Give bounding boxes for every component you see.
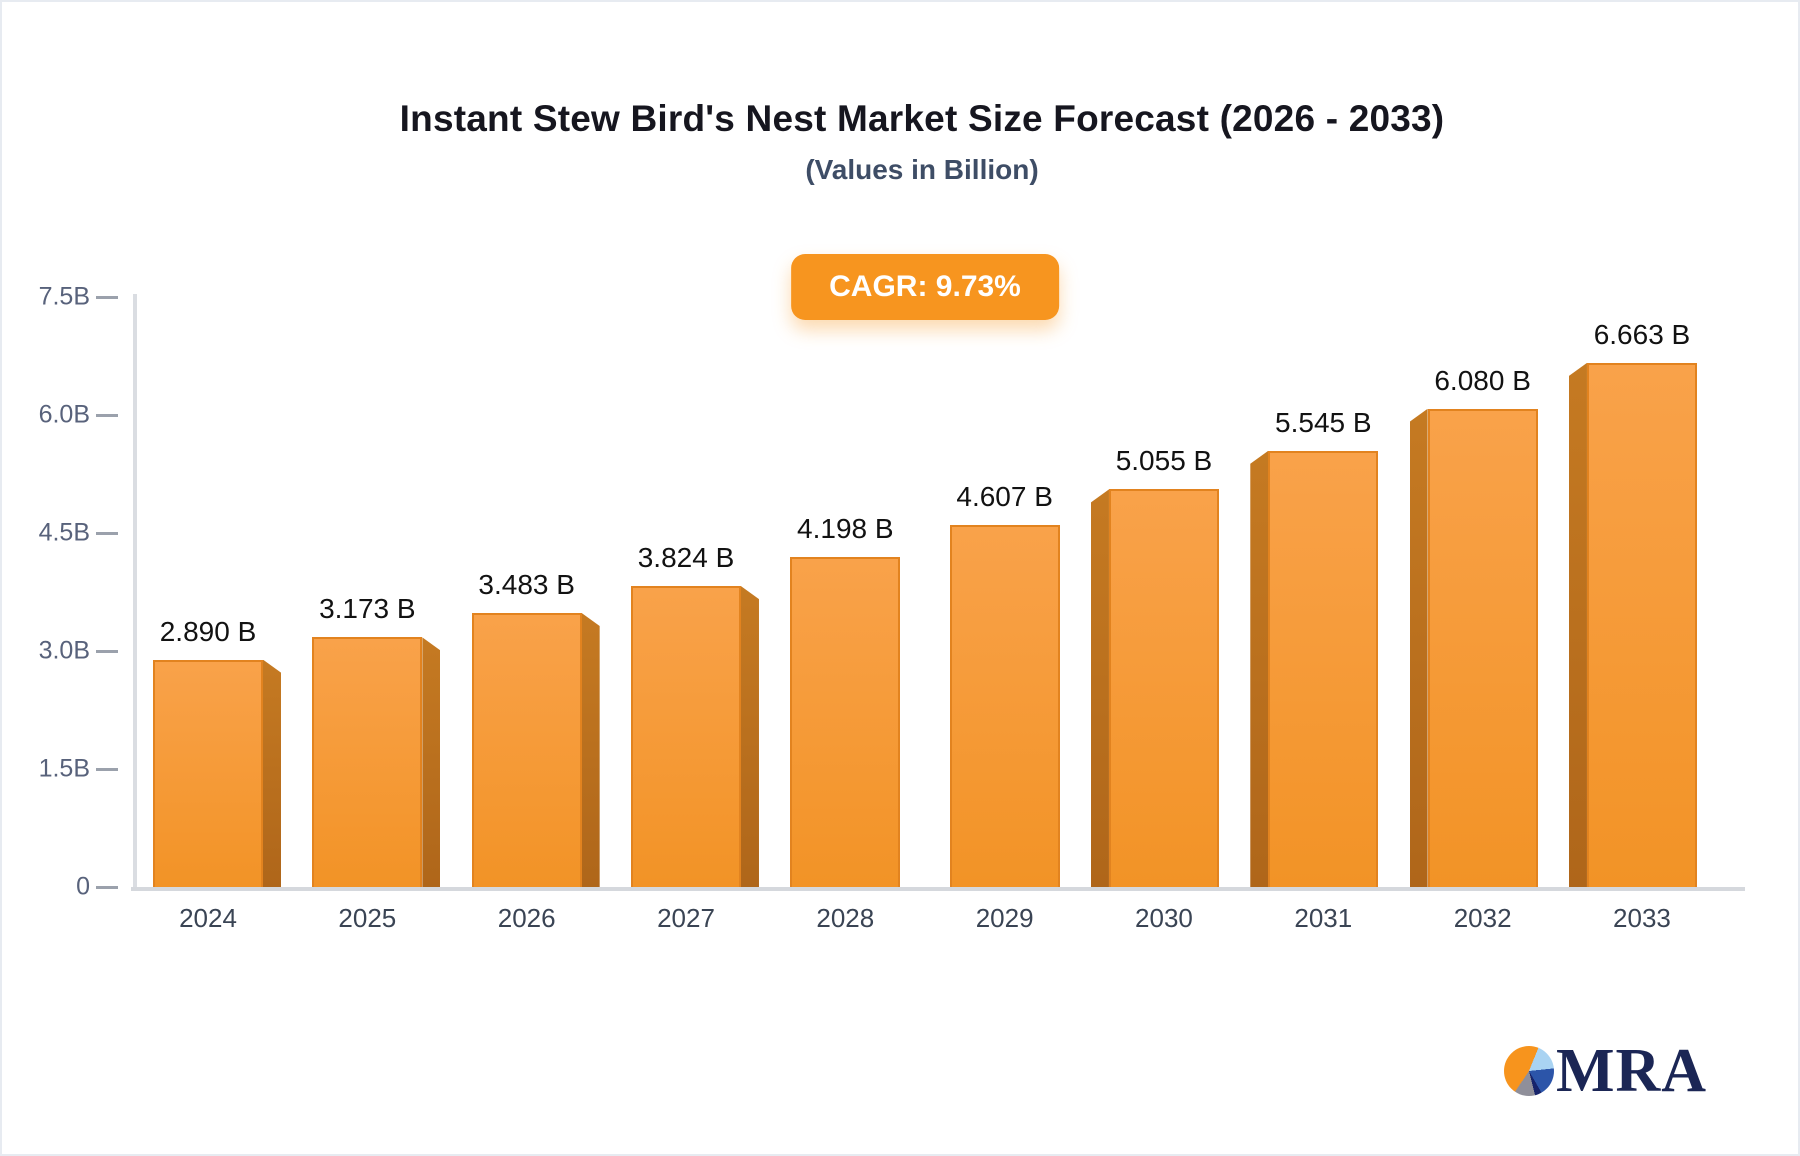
- y-tick-mark: [96, 649, 118, 653]
- x-axis-label: 2033: [1613, 903, 1671, 933]
- y-tick-mark: [96, 531, 118, 535]
- x-axis-label: 2024: [179, 903, 237, 933]
- bar-value-label: 2.890 B: [159, 615, 257, 647]
- bar-value-label: 3.483 B: [478, 569, 575, 600]
- bar-2029: [949, 524, 1060, 887]
- bar-2025: [312, 637, 423, 887]
- x-axis-label: 2025: [338, 903, 397, 933]
- bar-side-2033: [1568, 362, 1587, 887]
- pie-chart-logo-icon: [1504, 1046, 1554, 1096]
- bar-side-2031: [1250, 450, 1269, 887]
- chart-subtitle: (Values in Billion): [805, 154, 1039, 185]
- x-axis-label: 2028: [816, 903, 875, 933]
- bar-side-2026: [581, 613, 600, 887]
- bar-value-label: 5.055 B: [1115, 445, 1213, 477]
- x-axis-label: 2030: [1135, 903, 1193, 933]
- bar-side-2027: [740, 586, 759, 887]
- y-axis-line: [133, 294, 137, 891]
- bar-value-label: 3.824 B: [637, 542, 735, 574]
- bar-value-label: 4.198 B: [797, 512, 894, 544]
- bar-side-2030: [1090, 489, 1109, 887]
- brand-logo: MRA: [1504, 1040, 1707, 1102]
- bar-2026: [471, 613, 582, 887]
- bar-2030: [1108, 489, 1219, 887]
- y-tick-label: 3.0B: [38, 636, 90, 665]
- x-axis-line: [131, 887, 1745, 891]
- brand-logo-text: MRA: [1556, 1037, 1708, 1105]
- bar-side-2032: [1409, 408, 1428, 887]
- chart-title: Instant Stew Bird's Nest Market Size For…: [399, 98, 1445, 139]
- x-axis-label: 2027: [657, 903, 715, 933]
- bar-2027: [630, 586, 741, 887]
- x-axis-label: 2026: [497, 903, 556, 933]
- y-tick-mark: [96, 767, 118, 771]
- y-tick-mark: [96, 413, 118, 417]
- bar-2024: [153, 659, 263, 887]
- bar-value-label: 4.607 B: [956, 480, 1053, 512]
- y-tick-label: 1.5B: [38, 754, 90, 783]
- bar-side-2024: [263, 659, 281, 887]
- bar-value-label: 6.080 B: [1434, 364, 1531, 396]
- x-axis-label: 2032: [1453, 903, 1512, 933]
- bar-2031: [1268, 450, 1379, 887]
- y-tick-label: 7.5B: [38, 282, 90, 311]
- bar-2033: [1586, 362, 1697, 887]
- y-tick-label: 4.5B: [38, 518, 90, 547]
- bar-value-label: 3.173 B: [319, 593, 416, 625]
- y-tick-label: 6.0B: [38, 400, 90, 429]
- x-axis-label: 2029: [975, 903, 1034, 933]
- y-tick-mark: [96, 295, 118, 299]
- bar-2032: [1427, 408, 1538, 887]
- y-tick-label: 0: [76, 872, 90, 901]
- y-tick-mark: [96, 885, 118, 889]
- x-axis-label: 2031: [1294, 903, 1353, 933]
- bar-value-label: 5.545 B: [1275, 406, 1372, 438]
- bar-value-label: 6.663 B: [1593, 318, 1691, 350]
- bar-2028: [790, 556, 901, 887]
- cagr-badge: CAGR: 9.73%: [791, 254, 1059, 320]
- bar-side-2025: [422, 637, 441, 887]
